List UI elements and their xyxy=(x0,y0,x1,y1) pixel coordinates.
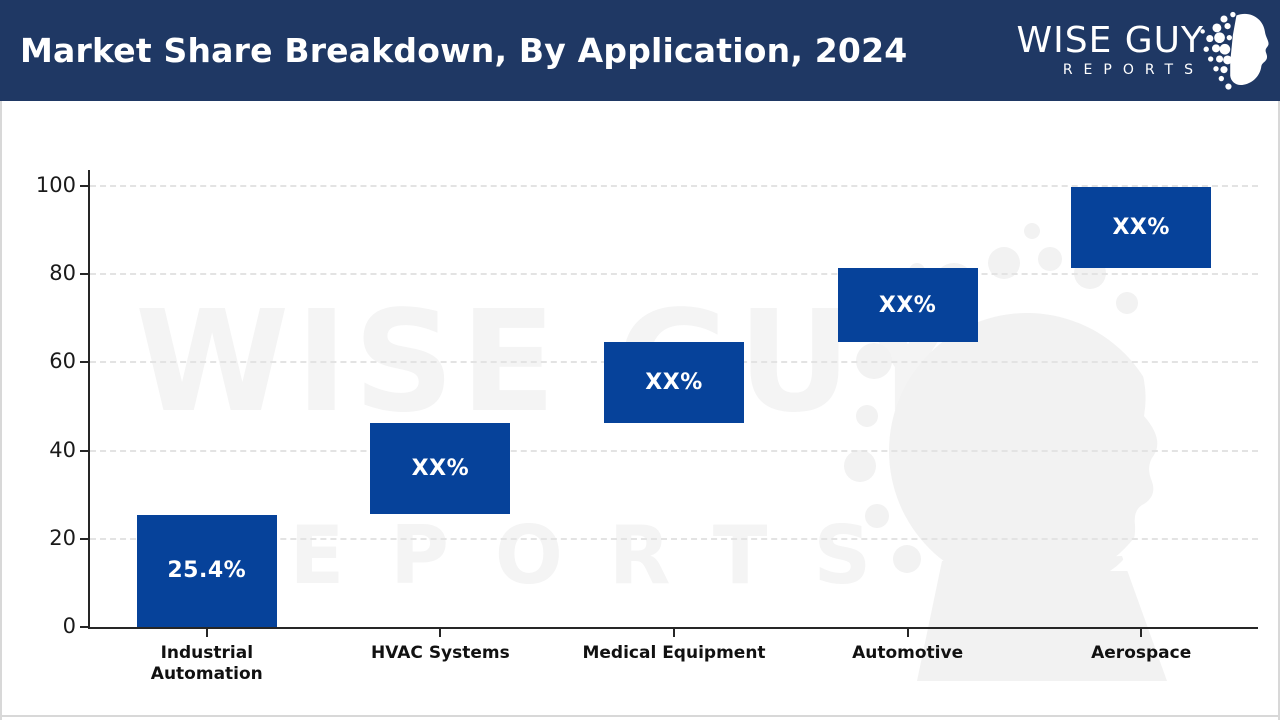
gridline-80 xyxy=(90,273,1258,276)
y-tick-100 xyxy=(80,185,88,187)
logo-wordmark: WISE GUY xyxy=(1016,20,1204,61)
x-tick-automotive xyxy=(906,629,909,637)
y-tick-label-80: 80 xyxy=(49,261,76,286)
x-label-industrial-automation: Industrial Automation xyxy=(92,643,322,685)
x-label-automotive: Automotive xyxy=(793,643,1023,664)
y-tick-40 xyxy=(80,449,88,452)
y-tick-60 xyxy=(80,361,88,364)
x-label-aerospace: Aerospace xyxy=(1026,643,1256,664)
gridline-40 xyxy=(90,449,1258,452)
x-label-line: Industrial xyxy=(160,643,254,663)
x-label-medical-equipment: Medical Equipment xyxy=(559,643,789,664)
y-tick-label-60: 60 xyxy=(49,349,76,374)
gridline-100 xyxy=(90,185,1258,187)
x-label-line: Automotive xyxy=(852,643,964,663)
card-bottom-border xyxy=(2,715,1278,717)
page-title: Market Share Breakdown, By Application, … xyxy=(20,31,908,70)
x-label-line: HVAC Systems xyxy=(371,643,510,663)
y-tick-label-0: 0 xyxy=(62,614,76,638)
x-tick-aerospace xyxy=(1140,629,1143,637)
x-tick-hvac-systems xyxy=(439,629,442,637)
x-label-line: Automation xyxy=(150,664,263,684)
logo-subtext: REPORTS xyxy=(1062,62,1204,78)
header-bar: Market Share Breakdown, By Application, … xyxy=(0,0,1280,101)
bar-industrial-automation: 25.4% xyxy=(136,514,277,627)
bar-automotive: XX% xyxy=(837,268,978,343)
bar-value-label: 25.4% xyxy=(167,558,247,584)
y-tick-label-100: 100 xyxy=(35,173,76,197)
logo-text: WISE GUY REPORTS xyxy=(1016,20,1205,79)
y-tick-label-20: 20 xyxy=(49,525,76,550)
watermark-subtext: REPORTS xyxy=(182,509,918,602)
x-label-line: Medical Equipment xyxy=(582,643,766,663)
chart-canvas: WISE GUY REPORTS 0 20 40 60 80 100 25.4% XX% XX% xyxy=(0,101,1280,720)
bar-value-label: XX% xyxy=(1112,214,1170,240)
y-tick-80 xyxy=(80,273,88,276)
bar-hvac-systems: XX% xyxy=(370,422,511,515)
y-tick-label-40: 40 xyxy=(49,437,76,462)
bar-aerospace: XX% xyxy=(1071,186,1212,269)
bar-value-label: XX% xyxy=(645,369,703,395)
bar-value-label: XX% xyxy=(411,455,470,481)
wiseguy-logo: WISE GUY REPORTS xyxy=(1017,0,1273,101)
x-label-line: Aerospace xyxy=(1091,643,1192,663)
y-axis xyxy=(88,170,90,629)
x-label-hvac-systems: HVAC Systems xyxy=(325,643,555,664)
y-tick-20 xyxy=(80,537,88,540)
y-tick-0 xyxy=(80,626,88,628)
bar-medical-equipment: XX% xyxy=(604,342,744,423)
x-tick-industrial-automation xyxy=(205,629,208,637)
logo-head-icon xyxy=(1200,11,1269,90)
gridline-20 xyxy=(90,537,1258,540)
x-tick-medical-equipment xyxy=(673,629,675,637)
x-axis xyxy=(88,627,1258,629)
bar-value-label: XX% xyxy=(878,292,937,318)
